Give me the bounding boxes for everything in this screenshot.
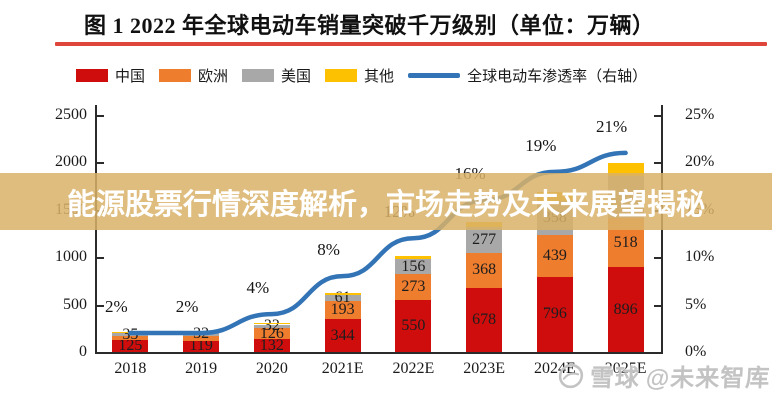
y-right-tick-label: 5% xyxy=(685,295,707,313)
legend-label: 其他 xyxy=(364,68,395,85)
y-left-tick xyxy=(97,115,104,117)
y-right-tick xyxy=(654,115,661,117)
bar-value-label: 796 xyxy=(542,305,567,323)
x-axis-label: 2020 xyxy=(255,360,288,377)
bar-segment-other xyxy=(395,256,432,260)
bar-value-label: 32 xyxy=(193,324,210,342)
x-axis-label: 2025E xyxy=(604,360,647,377)
bar-value-label: 119 xyxy=(189,337,213,355)
bar-value-label: 439 xyxy=(542,246,567,264)
y-right-tick xyxy=(654,304,661,307)
y-right-tick xyxy=(654,257,661,260)
overlay-banner: 能源股票行情深度解析，市场走势及未来展望揭秘 xyxy=(0,173,772,230)
bar-value-label: 156 xyxy=(401,257,426,275)
legend-item-line: 全球电动车渗透率（右轴） xyxy=(408,65,647,86)
bar-value-label: 125 xyxy=(118,337,143,355)
x-axis-label: 2021E xyxy=(321,360,364,377)
bar-value-label: 344 xyxy=(330,326,355,344)
x-axis-label: 2023E xyxy=(463,360,506,377)
y-left-tick-label: 1000 xyxy=(55,248,87,266)
bar-value-label: 368 xyxy=(472,261,497,279)
y-left-tick xyxy=(97,162,104,165)
x-axis-label: 2018 xyxy=(114,360,147,377)
y-right-tick-label: 20% xyxy=(685,153,715,171)
bar-segment-other xyxy=(324,293,361,296)
bar-value-label: 277 xyxy=(472,230,497,248)
bar-segment-other xyxy=(112,332,149,334)
bar-value-label: 132 xyxy=(259,336,284,354)
watermark-handle: @未来智库 xyxy=(645,365,771,392)
bar-segment-china xyxy=(112,340,149,352)
penetration-pct-label: 4% xyxy=(246,278,270,298)
bar-value-label: 550 xyxy=(401,316,426,334)
y-left-tick xyxy=(97,257,104,260)
watermark: 雪球 @未来智库 xyxy=(557,358,771,393)
bar-value-label: 35 xyxy=(122,325,139,343)
penetration-pct-label: 2% xyxy=(105,297,128,317)
x-axis-label: 2022E xyxy=(392,360,435,377)
legend-label: 美国 xyxy=(281,68,312,85)
title-underline-rule xyxy=(55,42,767,46)
page-title: 图 1 2022 年全球电动车销量突破千万级别（单位：万辆） xyxy=(84,13,655,38)
y-right-tick xyxy=(654,352,661,354)
legend-label: 全球电动车渗透率（右轴） xyxy=(467,68,648,85)
x-axis xyxy=(95,352,663,354)
penetration-pct-label: 19% xyxy=(525,135,557,155)
other-swatch-icon xyxy=(325,68,358,82)
x-axis-label: 2019 xyxy=(185,360,218,377)
penetration-pct-label: 8% xyxy=(317,240,340,260)
bar-segment-other xyxy=(183,331,220,333)
china-swatch-icon xyxy=(76,68,108,82)
overlay-banner-text: 能源股票行情深度解析，市场走势及未来展望揭秘 xyxy=(66,188,705,221)
y-left-tick xyxy=(97,352,104,354)
bar-value-label: 518 xyxy=(613,233,638,251)
bar-segment-china xyxy=(183,340,220,352)
y-right-tick-label: 25% xyxy=(685,106,715,123)
bar-value-label: 273 xyxy=(401,277,426,295)
y-left-tick-label: 2500 xyxy=(55,106,87,123)
y-left-tick-label: 2000 xyxy=(55,153,87,171)
penetration-pct-label: 21% xyxy=(596,116,628,136)
y-right-tick xyxy=(654,162,661,165)
legend-label: 中国 xyxy=(115,68,146,85)
legend-item-europe: 欧洲 xyxy=(159,65,228,86)
x-axis-label: 2024E xyxy=(533,360,576,377)
chart-legend: 中国 欧洲 美国 其他 全球电动车渗透率（右轴） xyxy=(76,63,736,87)
y-left-tick-label: 500 xyxy=(63,295,87,313)
watermark-brand: 雪球 xyxy=(589,365,641,392)
europe-swatch-icon xyxy=(159,68,192,82)
legend-item-other: 其他 xyxy=(325,65,394,86)
bar-value-label: 32 xyxy=(263,317,280,335)
bar-segment-europe xyxy=(183,335,220,341)
usa-swatch-icon xyxy=(242,68,275,82)
bar-segment-europe xyxy=(112,336,149,341)
y-right-tick-label: 10% xyxy=(685,248,715,266)
y-left-tick-label: 0 xyxy=(79,343,87,360)
legend-item-usa: 美国 xyxy=(242,65,311,86)
y-left-tick xyxy=(97,304,104,307)
snowball-circle-icon xyxy=(558,363,584,388)
bar-value-label: 678 xyxy=(472,310,497,328)
bar-value-label: 896 xyxy=(613,300,638,318)
bar-segment-other xyxy=(253,323,290,325)
y-right-tick-label: 0% xyxy=(685,343,707,360)
legend-label: 欧洲 xyxy=(198,68,229,85)
penetration-pct-label: 2% xyxy=(175,297,199,317)
line-swatch-icon xyxy=(408,72,461,78)
legend-item-china: 中国 xyxy=(76,65,145,86)
bar-segment-china xyxy=(253,339,290,352)
